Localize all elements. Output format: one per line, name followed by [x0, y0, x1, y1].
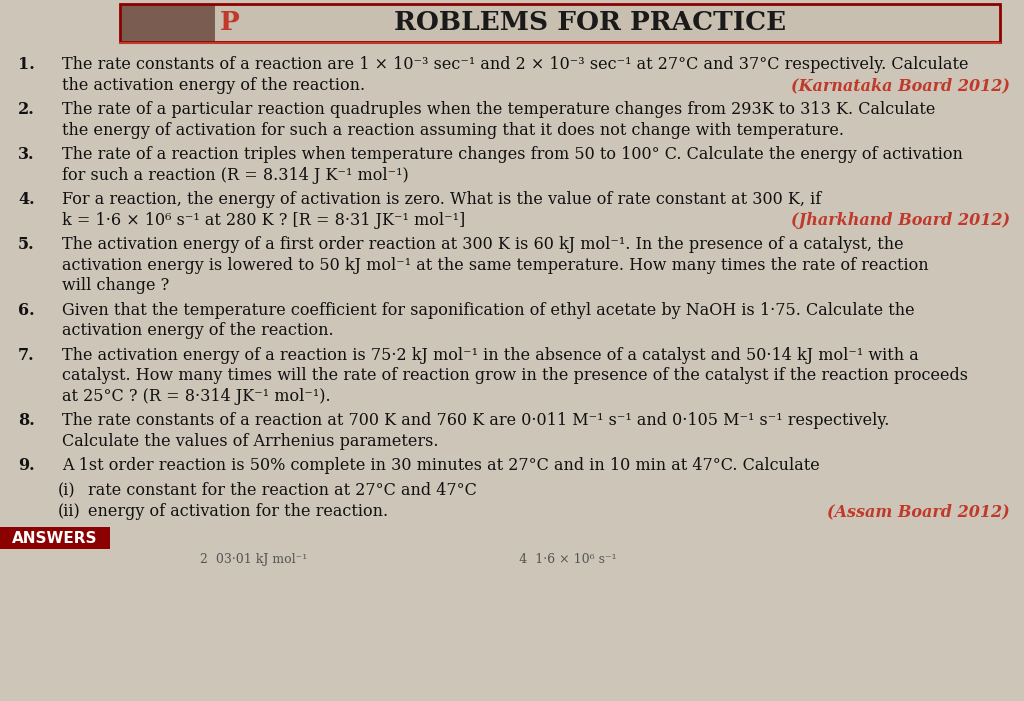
Text: (Jharkhand Board 2012): (Jharkhand Board 2012) [791, 212, 1010, 229]
Text: ANSWERS: ANSWERS [12, 531, 97, 546]
Text: energy of activation for the reaction.: energy of activation for the reaction. [88, 503, 388, 520]
Text: 9.: 9. [18, 458, 35, 475]
Text: catalyst. How many times will the rate of reaction grow in the presence of the c: catalyst. How many times will the rate o… [62, 367, 968, 384]
Text: the energy of activation for such a reaction assuming that it does not change wi: the energy of activation for such a reac… [62, 122, 844, 139]
Text: activation energy is lowered to 50 kJ mol⁻¹ at the same temperature. How many ti: activation energy is lowered to 50 kJ mo… [62, 257, 929, 274]
Text: For a reaction, the energy of activation is zero. What is the value of rate cons: For a reaction, the energy of activation… [62, 191, 821, 208]
Text: The rate of a reaction triples when temperature changes from 50 to 100° C. Calcu: The rate of a reaction triples when temp… [62, 147, 963, 163]
Text: The rate constants of a reaction at 700 K and 760 K are 0·011 M⁻¹ s⁻¹ and 0·105 : The rate constants of a reaction at 700 … [62, 412, 890, 430]
Text: k = 1·6 × 10⁶ s⁻¹ at 280 K ? [R = 8·31 JK⁻¹ mol⁻¹]: k = 1·6 × 10⁶ s⁻¹ at 280 K ? [R = 8·31 J… [62, 212, 465, 229]
Text: The activation energy of a reaction is 75·2 kJ mol⁻¹ in the absence of a catalys: The activation energy of a reaction is 7… [62, 347, 919, 364]
Text: rate constant for the reaction at 27°C and 47°C: rate constant for the reaction at 27°C a… [88, 482, 477, 499]
Text: activation energy of the reaction.: activation energy of the reaction. [62, 322, 334, 339]
Text: 3.: 3. [18, 147, 35, 163]
Text: The rate of a particular reaction quadruples when the temperature changes from 2: The rate of a particular reaction quadru… [62, 102, 935, 118]
Text: 2  03·01 kJ mol⁻¹                                                     4  1·6 × 1: 2 03·01 kJ mol⁻¹ 4 1·6 × 1 [200, 554, 616, 566]
Text: (i): (i) [58, 482, 76, 499]
Bar [120, 4, 1000, 42]
Text: A 1st order reaction is 50% complete in 30 minutes at 27°C and in 10 min at 47°C: A 1st order reaction is 50% complete in … [62, 458, 820, 475]
Text: Given that the temperature coefficient for saponification of ethyl acetate by Na: Given that the temperature coefficient f… [62, 302, 914, 319]
Text: ROBLEMS FOR PRACTICE: ROBLEMS FOR PRACTICE [394, 11, 786, 36]
Text: (Karnataka Board 2012): (Karnataka Board 2012) [791, 77, 1010, 94]
Text: will change ?: will change ? [62, 278, 169, 294]
Text: 8.: 8. [18, 412, 35, 430]
Text: 7.: 7. [18, 347, 35, 364]
Text: Calculate the values of Arrhenius parameters.: Calculate the values of Arrhenius parame… [62, 433, 438, 450]
Text: 4.: 4. [18, 191, 35, 208]
Bar [0, 526, 110, 548]
Text: The activation energy of a first order reaction at 300 K is 60 kJ mol⁻¹. In the : The activation energy of a first order r… [62, 236, 903, 254]
Text: at 25°C ? (R = 8·314 JK⁻¹ mol⁻¹).: at 25°C ? (R = 8·314 JK⁻¹ mol⁻¹). [62, 388, 331, 405]
Text: 1.: 1. [18, 56, 35, 74]
Text: The rate constants of a reaction are 1 × 10⁻³ sec⁻¹ and 2 × 10⁻³ sec⁻¹ at 27°C a: The rate constants of a reaction are 1 ×… [62, 56, 969, 74]
Bar [120, 4, 1000, 42]
Bar [120, 4, 215, 42]
Text: P: P [220, 11, 240, 36]
Text: 6.: 6. [18, 302, 35, 319]
Text: the activation energy of the reaction.: the activation energy of the reaction. [62, 77, 366, 94]
Text: (ii): (ii) [58, 503, 81, 520]
Text: 2.: 2. [18, 102, 35, 118]
Text: (Assam Board 2012): (Assam Board 2012) [827, 503, 1010, 520]
Text: for such a reaction (R = 8.314 J K⁻¹ mol⁻¹): for such a reaction (R = 8.314 J K⁻¹ mol… [62, 167, 409, 184]
Text: 5.: 5. [18, 236, 35, 254]
